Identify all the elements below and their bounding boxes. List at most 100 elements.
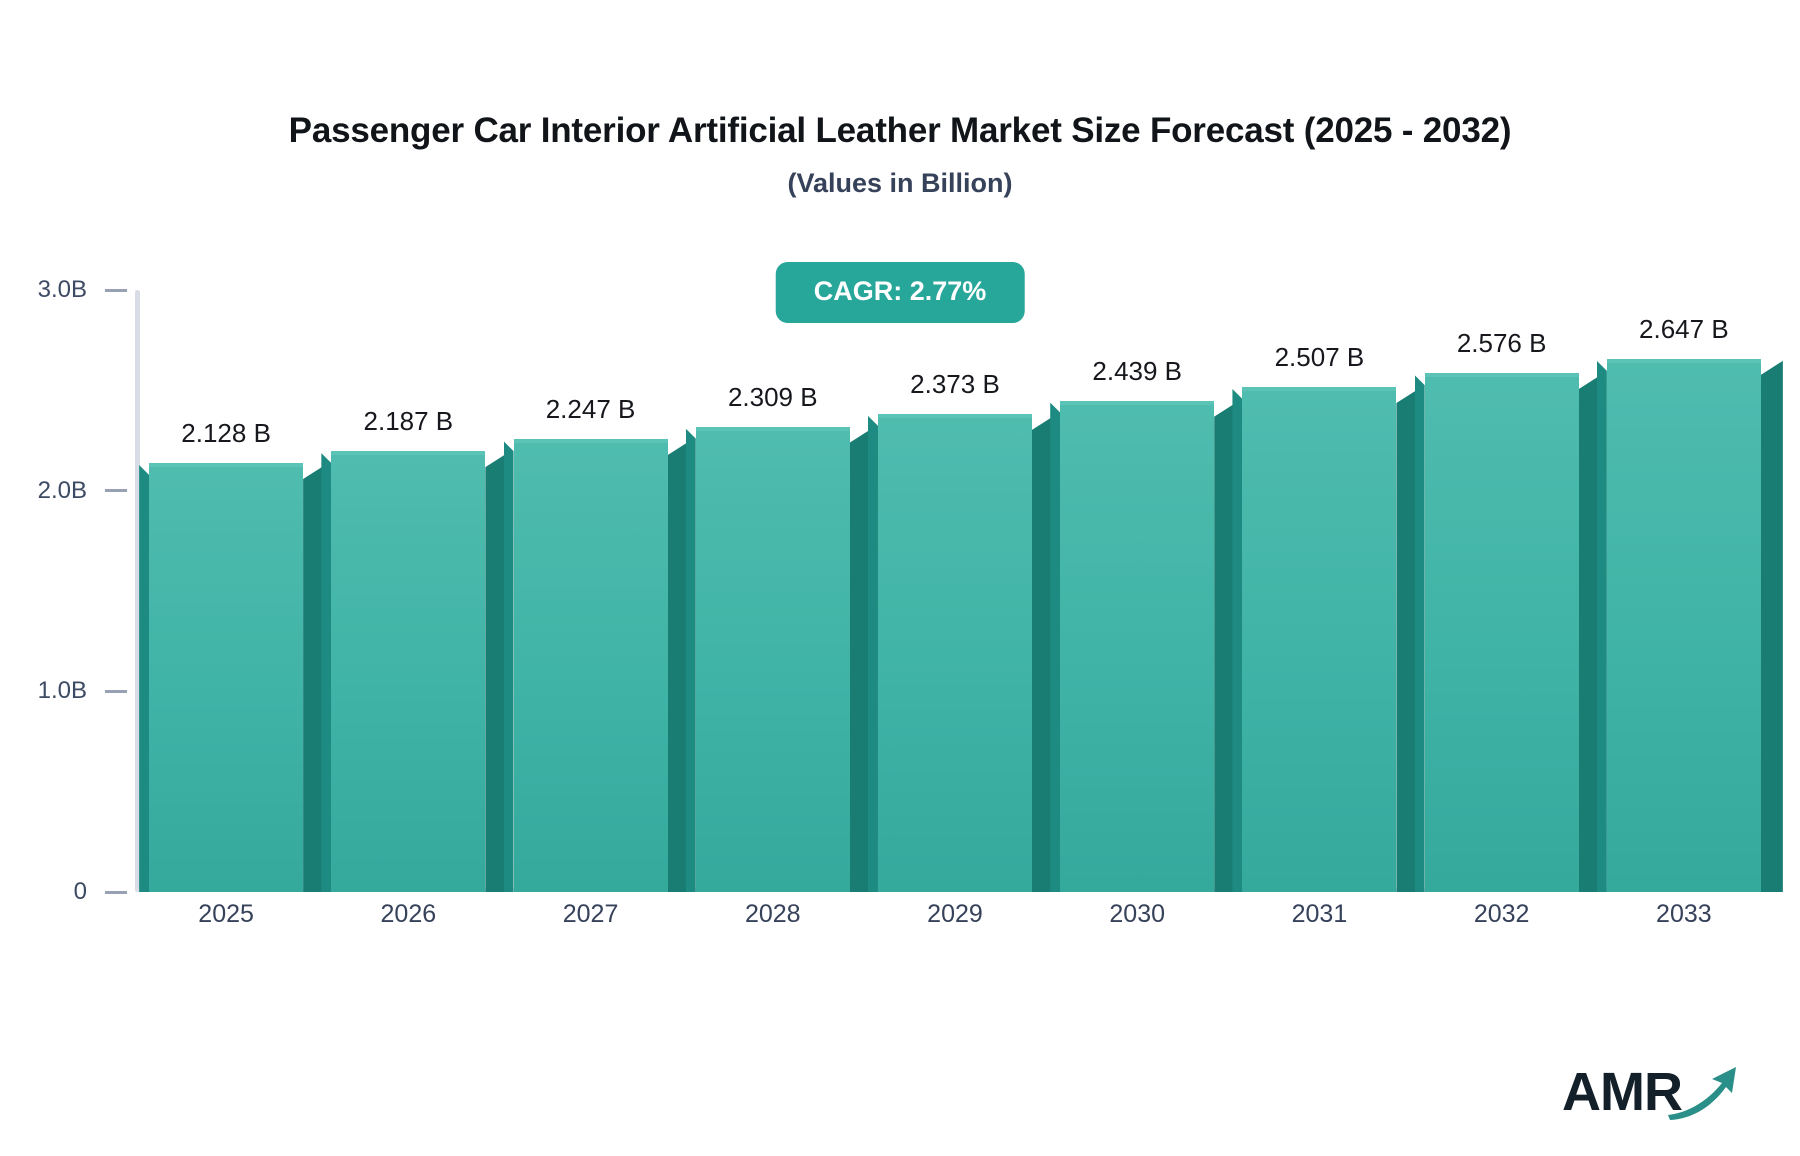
x-axis-label-slot: 2032: [1411, 900, 1593, 929]
title-block: Passenger Car Interior Artificial Leathe…: [0, 110, 1800, 199]
bar-group[interactable]: 2.439 B: [1050, 356, 1237, 892]
x-axis-label: 2031: [1291, 900, 1348, 928]
bar-value-label: 2.247 B: [545, 394, 636, 425]
bar-slot: 2.309 B: [682, 290, 872, 892]
x-axis-labels: 2025 2026 2027 2028 2029 2030 2031 2032 2033: [135, 900, 1775, 929]
x-axis-label-slot: 2030: [1046, 900, 1228, 929]
bar-top-face: [877, 413, 1032, 418]
bar-left-face: [139, 464, 150, 892]
bar-slot: 2.373 B: [864, 290, 1054, 892]
bar[interactable]: 2.128 B: [139, 418, 326, 892]
x-axis-label: 2032: [1473, 900, 1530, 928]
chart-subtitle: (Values in Billion): [787, 168, 1013, 198]
bar-value-label: 2.647 B: [1639, 313, 1729, 344]
bar-slot: 2.647 B: [1593, 290, 1783, 892]
bar-value-label: 2.373 B: [910, 368, 1000, 399]
bar-top-face: [513, 439, 668, 444]
cagr-badge: CAGR: 2.77%: [775, 262, 1025, 323]
y-axis-tick-mark: [105, 689, 127, 693]
bar-slot: 2.247 B: [500, 290, 690, 892]
x-axis-label-slot: 2033: [1593, 900, 1775, 929]
bar-right-face: [1214, 402, 1237, 892]
x-axis-label-slot: 2027: [500, 900, 682, 929]
bar-right-face: [849, 428, 872, 892]
y-axis-line: [135, 290, 140, 892]
bar-slot: 2.128 B: [135, 290, 326, 892]
x-axis-label: 2030: [1109, 900, 1166, 928]
bar-left-face: [1050, 402, 1061, 892]
bar-group[interactable]: 2.187 B: [321, 406, 508, 892]
bar-left-face: [1232, 388, 1243, 892]
bar-value-label: 2.128 B: [181, 417, 271, 448]
bar-top-face: [1606, 358, 1761, 363]
bar[interactable]: 2.309 B: [685, 382, 872, 892]
x-axis-label: 2028: [744, 900, 801, 928]
x-axis-label-slot: 2029: [864, 900, 1046, 929]
y-axis-tick-mark: [105, 489, 127, 493]
bar-left-face: [685, 428, 696, 892]
logo-text: AMR: [1562, 1061, 1683, 1122]
bar-right-face: [303, 464, 326, 892]
bar-top-face: [1424, 373, 1579, 378]
bar-top-face: [1060, 400, 1215, 405]
bar-right-face: [1396, 388, 1419, 892]
bar-value-label: 2.507 B: [1274, 341, 1365, 372]
bar-group[interactable]: 2.576 B: [1414, 328, 1601, 892]
x-axis-label: 2027: [562, 900, 619, 928]
bar-slot: 2.187 B: [317, 290, 508, 892]
bar-slot: 2.439 B: [1046, 290, 1237, 892]
x-axis-label: 2029: [927, 900, 983, 928]
amr-logo: AMR: [1562, 1063, 1740, 1120]
bar[interactable]: 2.576 B: [1414, 328, 1601, 892]
x-axis-label: 2025: [198, 900, 254, 928]
x-axis-label-slot: 2025: [135, 900, 317, 929]
bar-left-face: [321, 453, 332, 892]
plot-area: 3.0B 2.0B 1.0B 0 2.128 B 2.187 B 2.247 B 2.309…: [38, 276, 1783, 905]
growth-arrow-icon: [1666, 1063, 1740, 1126]
page-title: Passenger Car Interior Artificial Leathe…: [288, 111, 1512, 150]
bar-top-face: [1242, 386, 1397, 391]
y-axis-tick-mark: [105, 288, 127, 292]
bar-left-face: [867, 415, 878, 892]
x-axis-label: 2033: [1656, 900, 1712, 928]
x-axis-label-slot: 2026: [317, 900, 499, 929]
bar[interactable]: 2.507 B: [1232, 342, 1419, 892]
bar-value-label: 2.309 B: [727, 381, 818, 412]
bar-top-face: [149, 462, 304, 467]
bar-value-label: 2.187 B: [363, 406, 454, 437]
bar-right-face: [1578, 375, 1601, 892]
y-axis-tick: 1.0B: [38, 677, 135, 705]
bar-left-face: [1596, 360, 1607, 892]
bar-left-face: [1414, 375, 1425, 892]
bar[interactable]: 2.187 B: [321, 406, 508, 892]
bar-right-face: [1031, 415, 1054, 892]
bar[interactable]: 2.647 B: [1596, 314, 1783, 892]
bar-group[interactable]: 2.247 B: [503, 394, 690, 892]
bar-right-face: [485, 453, 508, 892]
bar[interactable]: 2.373 B: [867, 369, 1054, 892]
bar-top-face: [695, 426, 850, 431]
y-axis-tick-label: 1.0B: [37, 677, 87, 705]
bar-slot: 2.576 B: [1411, 290, 1601, 892]
bars-layer: 2.128 B 2.187 B 2.247 B 2.309 B 2.373 B 2.439…: [135, 290, 1783, 892]
bar-value-label: 2.439 B: [1092, 355, 1183, 386]
bar-right-face: [1760, 360, 1783, 892]
bar-slot: 2.507 B: [1228, 290, 1419, 892]
y-axis-tick-mark: [105, 890, 127, 894]
bar-left-face: [503, 441, 514, 892]
bar-top-face: [331, 451, 486, 456]
bar[interactable]: 2.247 B: [503, 394, 690, 892]
bar-group[interactable]: 2.647 B: [1596, 314, 1783, 892]
bar-right-face: [667, 441, 690, 892]
y-axis-tick: 2.0B: [38, 477, 135, 505]
bar-group[interactable]: 2.507 B: [1232, 342, 1419, 892]
y-axis-tick-label: 3.0B: [37, 276, 87, 303]
y-axis-tick: 0: [74, 878, 135, 906]
bar-group[interactable]: 2.373 B: [867, 369, 1054, 892]
x-axis-label-slot: 2031: [1228, 900, 1410, 929]
bar[interactable]: 2.439 B: [1050, 356, 1237, 892]
bar-group[interactable]: 2.128 B: [139, 418, 326, 892]
x-axis-label: 2026: [380, 900, 437, 928]
bar-group[interactable]: 2.309 B: [685, 382, 872, 892]
y-axis-tick: 3.0B: [38, 276, 135, 304]
